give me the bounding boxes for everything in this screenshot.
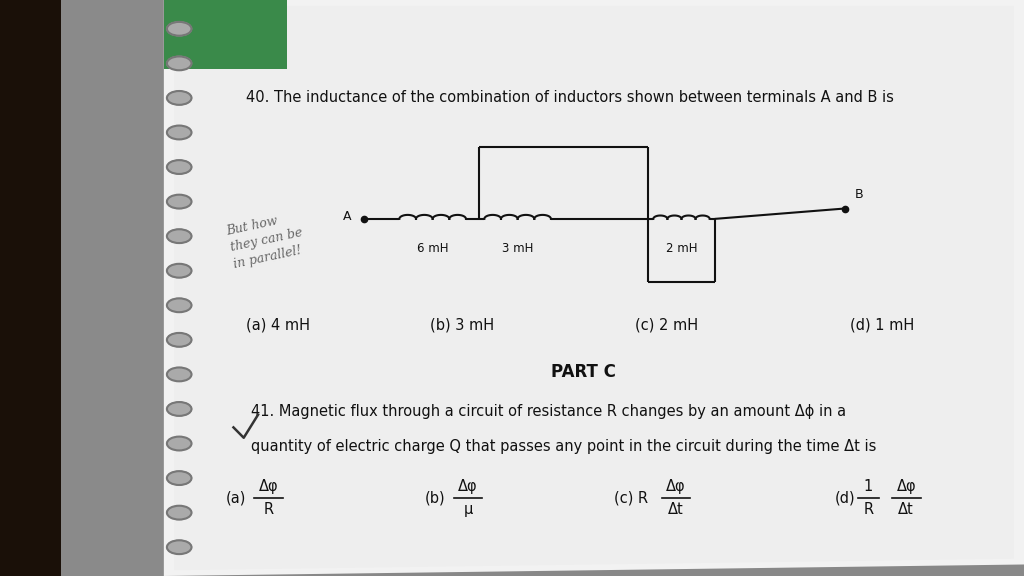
Text: (a) 4 mH: (a) 4 mH xyxy=(246,318,309,333)
Polygon shape xyxy=(164,0,1024,576)
Circle shape xyxy=(167,56,191,70)
Text: 40. The inductance of the combination of inductors shown between terminals A and: 40. The inductance of the combination of… xyxy=(246,90,894,105)
Text: 3 mH: 3 mH xyxy=(502,242,534,255)
Text: Δφ: Δφ xyxy=(896,479,916,494)
Text: A: A xyxy=(343,210,351,222)
Circle shape xyxy=(167,22,191,36)
Text: (a): (a) xyxy=(225,491,246,506)
Circle shape xyxy=(167,195,191,209)
Text: (d): (d) xyxy=(835,491,855,506)
Circle shape xyxy=(167,229,191,243)
Polygon shape xyxy=(174,6,1014,570)
Text: (d) 1 mH: (d) 1 mH xyxy=(850,318,914,333)
Circle shape xyxy=(167,298,191,312)
Text: Δφ: Δφ xyxy=(458,479,478,494)
Text: Δφ: Δφ xyxy=(258,479,279,494)
Text: 1: 1 xyxy=(863,479,873,494)
Circle shape xyxy=(167,437,191,450)
Text: 41. Magnetic flux through a circuit of resistance R changes by an amount Δϕ in a: 41. Magnetic flux through a circuit of r… xyxy=(251,404,846,419)
Circle shape xyxy=(167,402,191,416)
Polygon shape xyxy=(0,0,61,576)
Text: Δφ: Δφ xyxy=(666,479,686,494)
Text: R: R xyxy=(863,502,873,517)
Circle shape xyxy=(167,367,191,381)
Circle shape xyxy=(167,160,191,174)
Circle shape xyxy=(167,91,191,105)
Text: μ: μ xyxy=(463,502,473,517)
Text: (b) 3 mH: (b) 3 mH xyxy=(430,318,495,333)
Polygon shape xyxy=(61,0,184,576)
Text: B: B xyxy=(855,188,863,200)
Circle shape xyxy=(167,540,191,554)
Circle shape xyxy=(167,264,191,278)
Text: But how
they can be
in parallel!: But how they can be in parallel! xyxy=(225,210,307,271)
Polygon shape xyxy=(164,0,287,69)
Text: (c) 2 mH: (c) 2 mH xyxy=(635,318,698,333)
Text: (c) R: (c) R xyxy=(614,491,648,506)
Text: Δt: Δt xyxy=(668,502,684,517)
Circle shape xyxy=(167,506,191,520)
Text: (b): (b) xyxy=(425,491,445,506)
Text: quantity of electric charge Q that passes any point in the circuit during the ti: quantity of electric charge Q that passe… xyxy=(251,439,877,454)
Text: Δt: Δt xyxy=(898,502,914,517)
Circle shape xyxy=(167,471,191,485)
Circle shape xyxy=(167,333,191,347)
Text: 2 mH: 2 mH xyxy=(666,242,697,255)
Text: 6 mH: 6 mH xyxy=(417,242,449,255)
Circle shape xyxy=(167,126,191,139)
Text: R: R xyxy=(263,502,273,517)
Text: PART C: PART C xyxy=(551,362,616,381)
